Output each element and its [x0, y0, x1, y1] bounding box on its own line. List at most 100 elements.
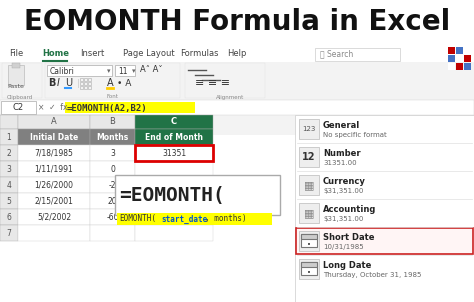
Text: 5: 5: [7, 197, 11, 205]
Bar: [18, 177, 90, 193]
Bar: [135, 129, 213, 145]
Bar: [45, 63, 180, 98]
Bar: [464, 55, 471, 62]
Bar: [1, 101, 36, 114]
Bar: [301, 234, 317, 239]
Bar: [0, 45, 474, 135]
Text: C: C: [171, 117, 177, 127]
Bar: [0, 115, 18, 129]
Bar: [448, 55, 455, 62]
Bar: [301, 234, 317, 247]
Bar: [115, 175, 280, 215]
Bar: [464, 63, 471, 70]
Bar: [80, 82, 83, 85]
Bar: [315, 48, 400, 61]
Bar: [299, 147, 319, 167]
Text: 123: 123: [302, 126, 316, 132]
Bar: [135, 225, 213, 241]
Text: 10/31/1985: 10/31/1985: [323, 244, 364, 250]
Bar: [80, 78, 83, 81]
Text: 6: 6: [7, 213, 11, 221]
Text: 20: 20: [108, 197, 117, 205]
Bar: [84, 78, 87, 81]
Bar: [456, 47, 463, 54]
Bar: [0, 225, 18, 241]
Text: 11: 11: [118, 66, 128, 76]
Bar: [299, 259, 319, 279]
Text: Page Layout: Page Layout: [123, 50, 175, 59]
Text: 3: 3: [110, 149, 115, 158]
Bar: [448, 63, 455, 70]
Text: B: B: [109, 117, 116, 127]
Text: Calibri: Calibri: [50, 66, 75, 76]
Text: • A: • A: [117, 79, 131, 88]
Text: 1/11/1991: 1/11/1991: [35, 165, 73, 174]
Bar: [301, 262, 317, 275]
Bar: [295, 115, 474, 302]
Bar: [88, 78, 91, 81]
Bar: [135, 177, 213, 193]
Text: Short Date: Short Date: [323, 233, 374, 242]
Bar: [0, 45, 474, 62]
Bar: [301, 262, 317, 267]
Text: EOMONTH(: EOMONTH(: [119, 214, 156, 223]
Text: $31,351.00: $31,351.00: [323, 188, 364, 194]
Text: 12: 12: [302, 152, 316, 162]
Bar: [90, 145, 135, 161]
Text: $31,351.00: $31,351.00: [323, 216, 364, 222]
Text: I: I: [57, 78, 60, 88]
Text: Clipboard: Clipboard: [7, 95, 33, 99]
Text: =EOMONTH(: =EOMONTH(: [119, 185, 225, 204]
Bar: [0, 145, 18, 161]
Bar: [90, 209, 135, 225]
Text: 5/2/2002: 5/2/2002: [37, 213, 71, 221]
Text: 4: 4: [7, 181, 11, 189]
Text: C2: C2: [12, 104, 24, 113]
Text: Initial Date: Initial Date: [30, 133, 78, 142]
Text: Font: Font: [106, 95, 118, 99]
Bar: [135, 115, 213, 129]
Text: Long Date: Long Date: [323, 261, 371, 269]
Bar: [135, 161, 213, 177]
Bar: [185, 63, 265, 98]
Bar: [88, 86, 91, 89]
Text: 7: 7: [7, 229, 11, 237]
Bar: [18, 193, 90, 209]
Bar: [84, 86, 87, 89]
Bar: [18, 145, 90, 161]
Text: Accounting: Accounting: [323, 204, 376, 214]
Bar: [8, 65, 24, 85]
Text: General: General: [323, 120, 360, 130]
Text: Months: Months: [96, 133, 128, 142]
Text: A: A: [107, 78, 114, 88]
Bar: [90, 129, 135, 145]
Text: Help: Help: [228, 50, 247, 59]
Text: 0: 0: [110, 165, 115, 174]
Bar: [0, 193, 18, 209]
Text: Thursday, October 31, 1985: Thursday, October 31, 1985: [323, 272, 421, 278]
Bar: [90, 177, 135, 193]
Bar: [12, 63, 20, 68]
Text: Alignment: Alignment: [216, 95, 244, 99]
Bar: [135, 145, 213, 161]
Bar: [456, 55, 463, 62]
Bar: [135, 209, 213, 225]
Text: 2: 2: [7, 149, 11, 158]
Bar: [65, 102, 195, 113]
Bar: [18, 115, 90, 129]
Text: Formulas: Formulas: [180, 50, 219, 59]
Bar: [18, 225, 90, 241]
Text: start_date: start_date: [161, 214, 207, 223]
Bar: [90, 193, 135, 209]
Text: ▾: ▾: [132, 68, 136, 74]
Bar: [80, 86, 83, 89]
Text: -60: -60: [106, 213, 119, 221]
Bar: [296, 228, 473, 254]
Text: File: File: [9, 50, 24, 59]
Bar: [84, 82, 87, 85]
Text: 1/26/2000: 1/26/2000: [35, 181, 73, 189]
Bar: [90, 115, 135, 129]
Bar: [47, 65, 112, 76]
Bar: [464, 47, 471, 54]
Text: ▦: ▦: [304, 180, 314, 190]
